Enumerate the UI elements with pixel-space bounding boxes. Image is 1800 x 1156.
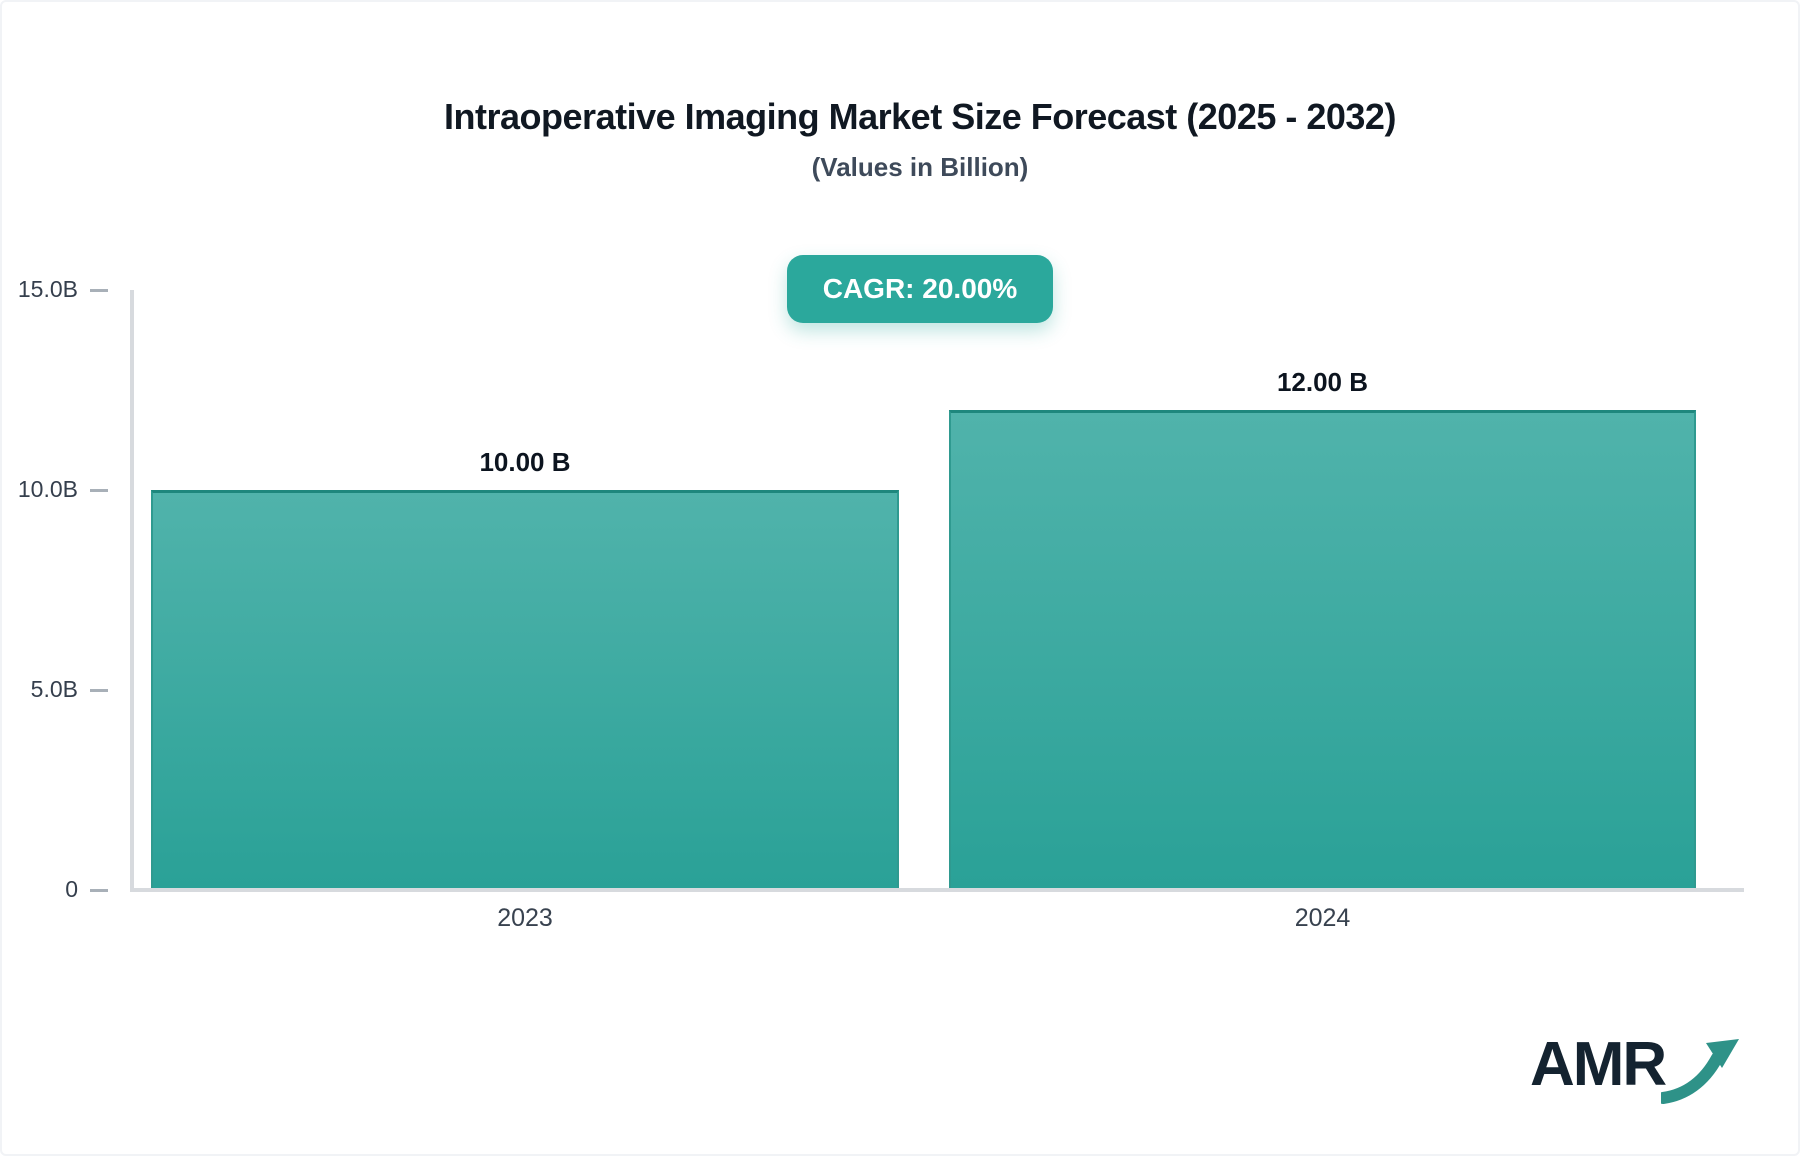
y-axis-tick-mark xyxy=(90,289,108,292)
bar-value-label: 10.00 B xyxy=(479,447,571,477)
amr-logo: AMR xyxy=(1530,1034,1743,1106)
y-axis-line xyxy=(130,290,134,890)
y-axis-tick-mark xyxy=(90,889,108,892)
y-axis-tick-mark xyxy=(90,489,108,492)
y-axis-tick-label: 15.0B xyxy=(17,276,78,302)
chart-subtitle: (Values in Billion) xyxy=(811,152,1029,182)
y-axis-tick-mark xyxy=(90,689,108,692)
x-axis-label: 2023 xyxy=(497,904,553,932)
cagr-badge: CAGR: 20.00% xyxy=(786,255,1054,323)
x-axis-line xyxy=(130,888,1744,892)
growth-arrow-icon xyxy=(1661,1039,1740,1104)
chart-title: Intraoperative Imaging Market Size Forec… xyxy=(444,96,1396,137)
y-axis-tick-label: 0 xyxy=(65,876,78,902)
y-axis-tick-label: 10.0B xyxy=(17,476,78,502)
x-axis-label: 2024 xyxy=(1294,904,1351,932)
y-axis-tick-label: 5.0B xyxy=(30,676,78,702)
bar-value-label: 12.00 B xyxy=(1276,367,1369,397)
bar-2024 xyxy=(949,410,1696,888)
cagr-badge-band: CAGR: 20.00% xyxy=(42,255,1798,323)
amr-logo-text: AMR xyxy=(1530,1030,1667,1099)
bar-2023 xyxy=(151,490,899,888)
